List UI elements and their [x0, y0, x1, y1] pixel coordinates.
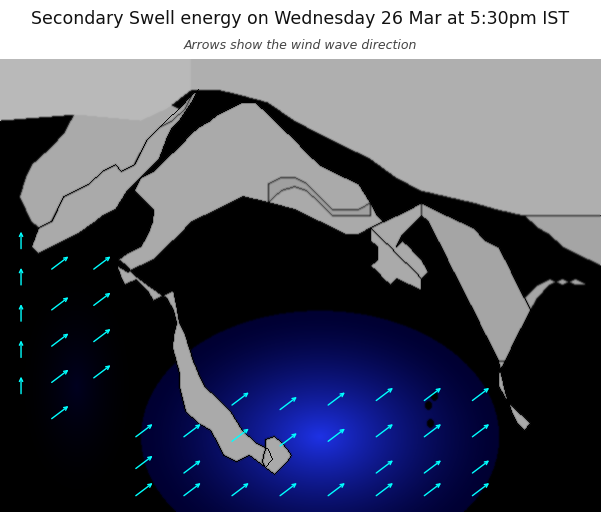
Text: Secondary Swell energy on Wednesday 26 Mar at 5:30pm IST: Secondary Swell energy on Wednesday 26 M… — [31, 10, 570, 28]
Text: Arrows show the wind wave direction: Arrows show the wind wave direction — [184, 39, 417, 52]
